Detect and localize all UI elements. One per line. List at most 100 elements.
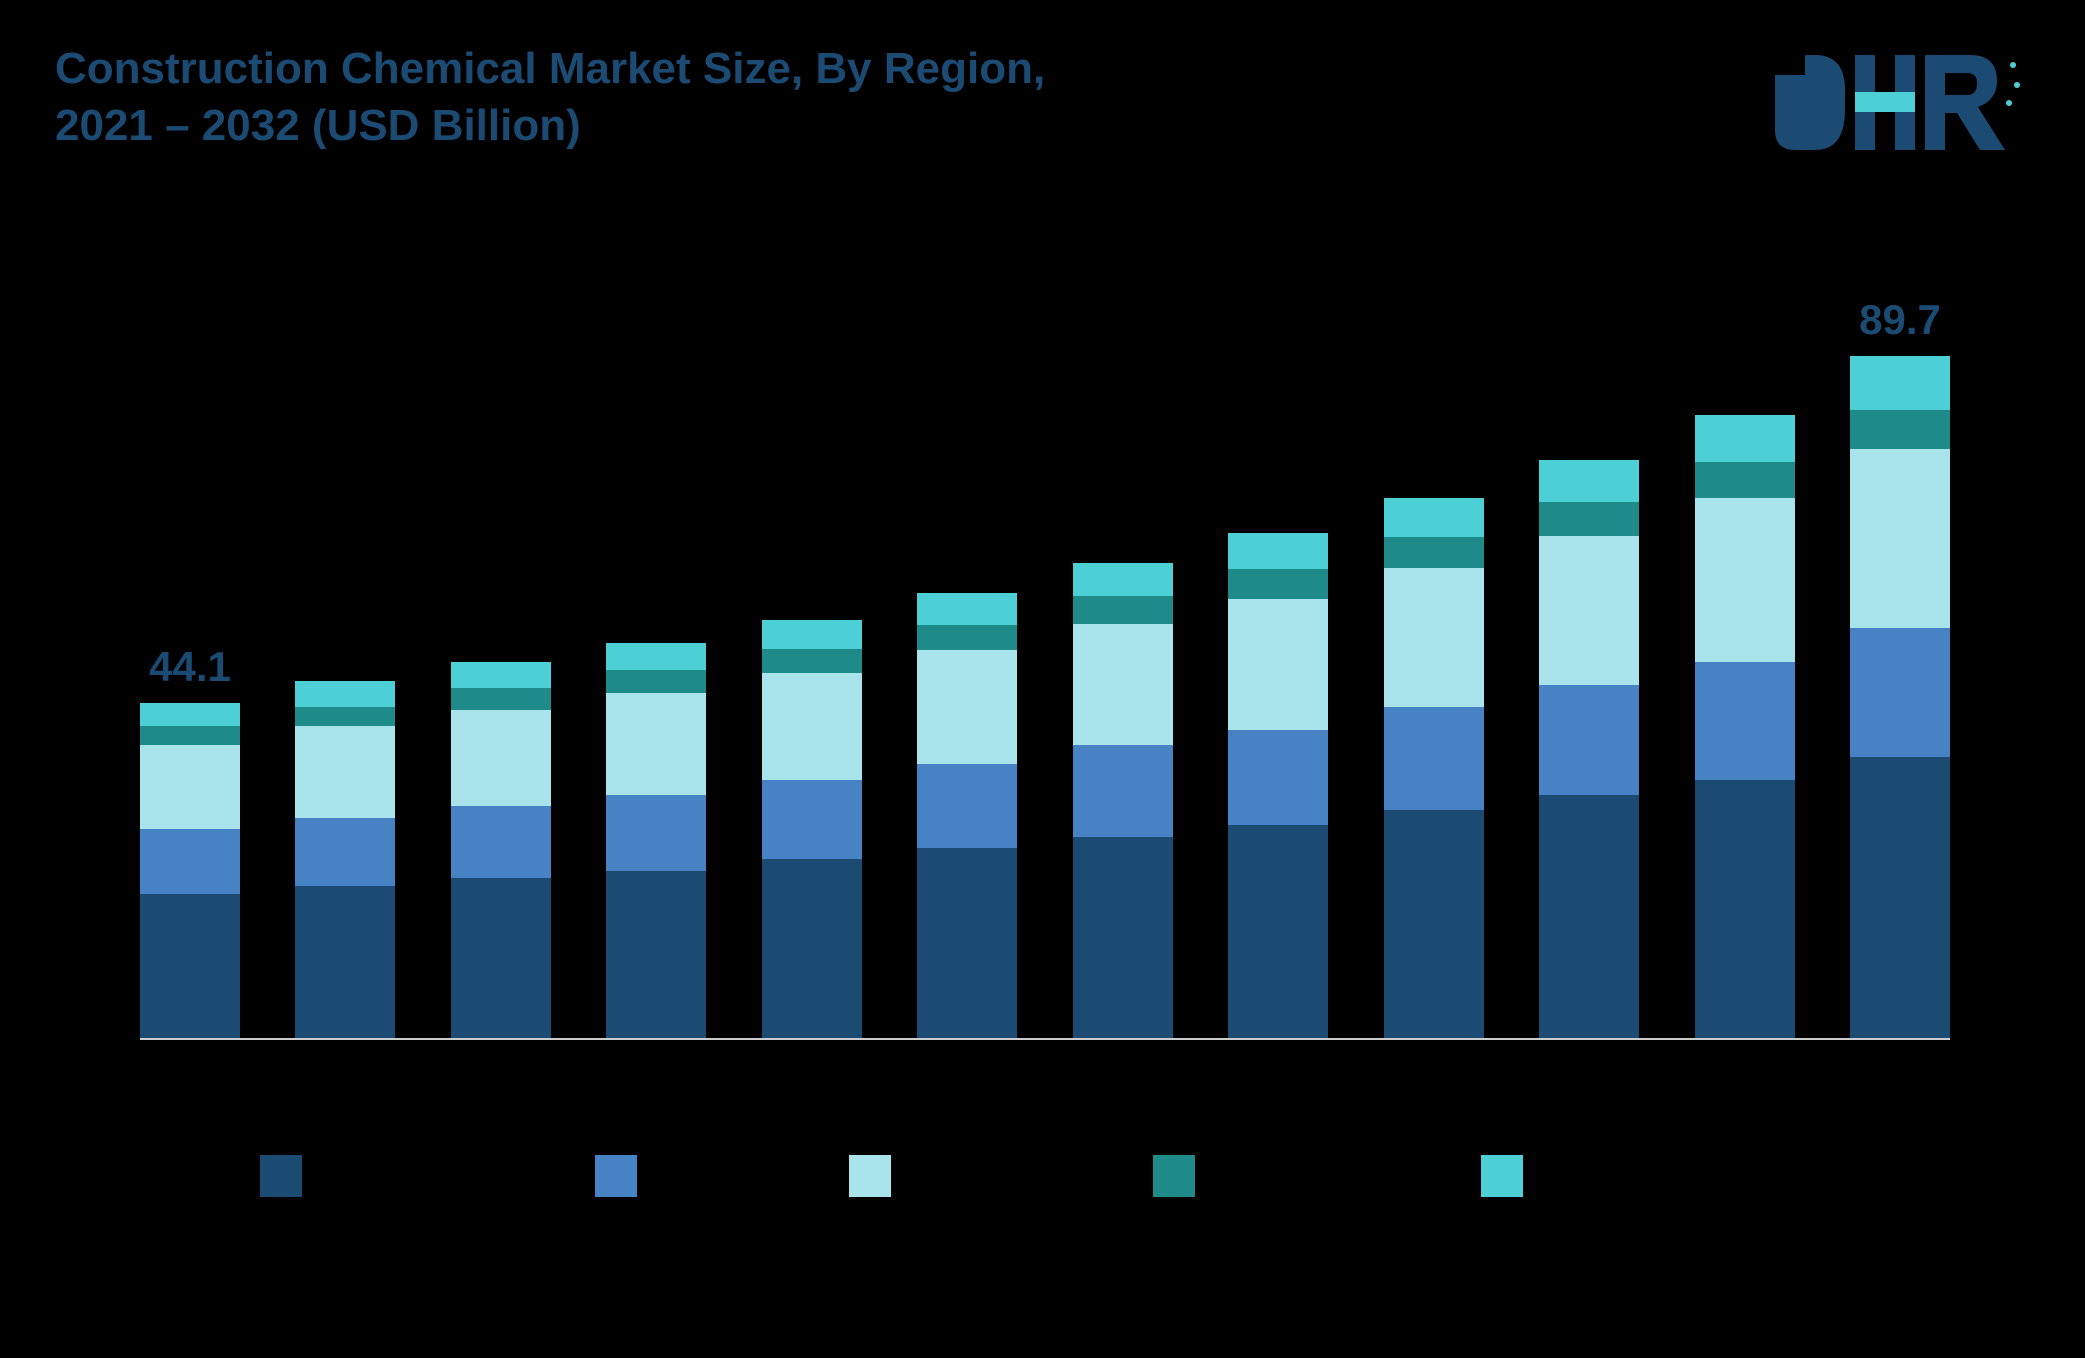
segment-asia-pacific [451, 710, 551, 807]
title-line-1: Construction Chemical Market Size, By Re… [55, 44, 1045, 93]
segment-asia-pacific [606, 693, 706, 795]
segment-latin-america [762, 649, 862, 673]
segment-north-america [1850, 757, 1950, 1038]
x-tick-label: 2031 [1695, 1050, 1795, 1078]
x-tick-label: 2025 [762, 1050, 862, 1078]
segment-europe [1228, 730, 1328, 825]
segment-middle-east-africa [762, 620, 862, 649]
segment-asia-pacific [1384, 568, 1484, 707]
segment-asia-pacific [295, 726, 395, 817]
chart-legend: North America Europe Asia Pacific Latin Ame… [260, 1155, 1860, 1197]
legend-item: Latin America [1153, 1155, 1371, 1197]
x-tick-label: 2029 [1384, 1050, 1484, 1078]
segment-asia-pacific [1695, 498, 1795, 661]
segment-north-america [1695, 780, 1795, 1038]
segment-europe [140, 829, 240, 894]
segment-latin-america [1073, 596, 1173, 623]
segment-north-america [451, 878, 551, 1038]
x-tick-label: 2027 [1073, 1050, 1173, 1078]
segment-latin-america [1539, 502, 1639, 535]
x-axis-labels: 2021 2022 2023 2024 2025 2026 2027 2028 2029 2030… [140, 1050, 1950, 1078]
legend-swatch [1153, 1155, 1195, 1197]
segment-north-america [1228, 825, 1328, 1038]
segment-middle-east-africa [606, 643, 706, 670]
segment-north-america [295, 886, 395, 1038]
segment-europe [1850, 628, 1950, 757]
legend-item: Middle East & Africa [1481, 1155, 1774, 1197]
segment-middle-east-africa [917, 593, 1017, 624]
bar-value-label: 89.7 [1859, 296, 1941, 344]
segment-north-america [140, 894, 240, 1038]
segment-north-america [1539, 795, 1639, 1038]
segment-latin-america [140, 726, 240, 745]
x-tick-label: 2030 [1539, 1050, 1639, 1078]
segment-middle-east-africa [1228, 533, 1328, 569]
bar-2021: 44.1 [140, 703, 240, 1038]
bar-2026 [917, 593, 1017, 1038]
legend-label: Middle East & Africa [1541, 1161, 1774, 1192]
bar-value-label: 44.1 [149, 643, 231, 691]
segment-latin-america [917, 625, 1017, 651]
segment-middle-east-africa [1695, 415, 1795, 462]
segment-europe [606, 795, 706, 871]
x-tick-label: 2022 [295, 1050, 395, 1078]
segment-asia-pacific [1073, 624, 1173, 746]
segment-latin-america [1228, 569, 1328, 599]
segment-middle-east-africa [1073, 563, 1173, 596]
segment-europe [917, 764, 1017, 848]
segment-north-america [917, 848, 1017, 1038]
legend-item: North America [260, 1155, 485, 1197]
segment-asia-pacific [140, 745, 240, 829]
bar-2031 [1695, 415, 1795, 1038]
bar-2032: 89.7 [1850, 356, 1950, 1038]
bar-2022 [295, 681, 395, 1038]
segment-middle-east-africa [295, 681, 395, 707]
legend-label: Asia Pacific [909, 1161, 1043, 1192]
bar-2029 [1384, 498, 1484, 1038]
legend-label: North America [320, 1161, 485, 1192]
title-line-2: 2021 – 2032 (USD Billion) [55, 101, 581, 150]
chart-title: Construction Chemical Market Size, By Re… [55, 40, 1045, 154]
legend-item: Europe [595, 1155, 739, 1197]
segment-latin-america [451, 688, 551, 709]
segment-middle-east-africa [140, 703, 240, 727]
segment-latin-america [1384, 537, 1484, 568]
segment-latin-america [295, 707, 395, 727]
legend-item: Asia Pacific [849, 1155, 1043, 1197]
x-tick-label: 2023 [451, 1050, 551, 1078]
segment-asia-pacific [1850, 449, 1950, 628]
bar-2030 [1539, 460, 1639, 1038]
x-tick-label: 2024 [606, 1050, 706, 1078]
bar-2028 [1228, 533, 1328, 1038]
segment-middle-east-africa [451, 662, 551, 689]
segment-latin-america [1850, 410, 1950, 450]
x-tick-label: 2028 [1228, 1050, 1328, 1078]
legend-swatch [260, 1155, 302, 1197]
segment-middle-east-africa [1384, 498, 1484, 537]
segment-asia-pacific [917, 650, 1017, 764]
segment-asia-pacific [762, 673, 862, 779]
legend-swatch [849, 1155, 891, 1197]
bar-2025 [762, 620, 862, 1038]
dhr-logo [1765, 35, 2025, 165]
segment-north-america [1384, 810, 1484, 1038]
x-tick-label: 2021 [140, 1050, 240, 1078]
segment-north-america [762, 859, 862, 1038]
segment-latin-america [606, 670, 706, 693]
segment-asia-pacific [1228, 599, 1328, 730]
segment-europe [451, 806, 551, 878]
segment-europe [1073, 745, 1173, 836]
segment-europe [762, 780, 862, 860]
x-tick-label: 2032 [1850, 1050, 1950, 1078]
legend-label: Latin America [1213, 1161, 1371, 1192]
legend-label: Europe [655, 1161, 739, 1192]
bar-2023 [451, 662, 551, 1038]
segment-europe [1539, 685, 1639, 795]
x-tick-label: 2026 [917, 1050, 1017, 1078]
segment-north-america [1073, 837, 1173, 1038]
segment-middle-east-africa [1850, 356, 1950, 409]
bar-2024 [606, 643, 706, 1038]
legend-swatch [595, 1155, 637, 1197]
segment-latin-america [1695, 462, 1795, 498]
segment-north-america [606, 871, 706, 1038]
